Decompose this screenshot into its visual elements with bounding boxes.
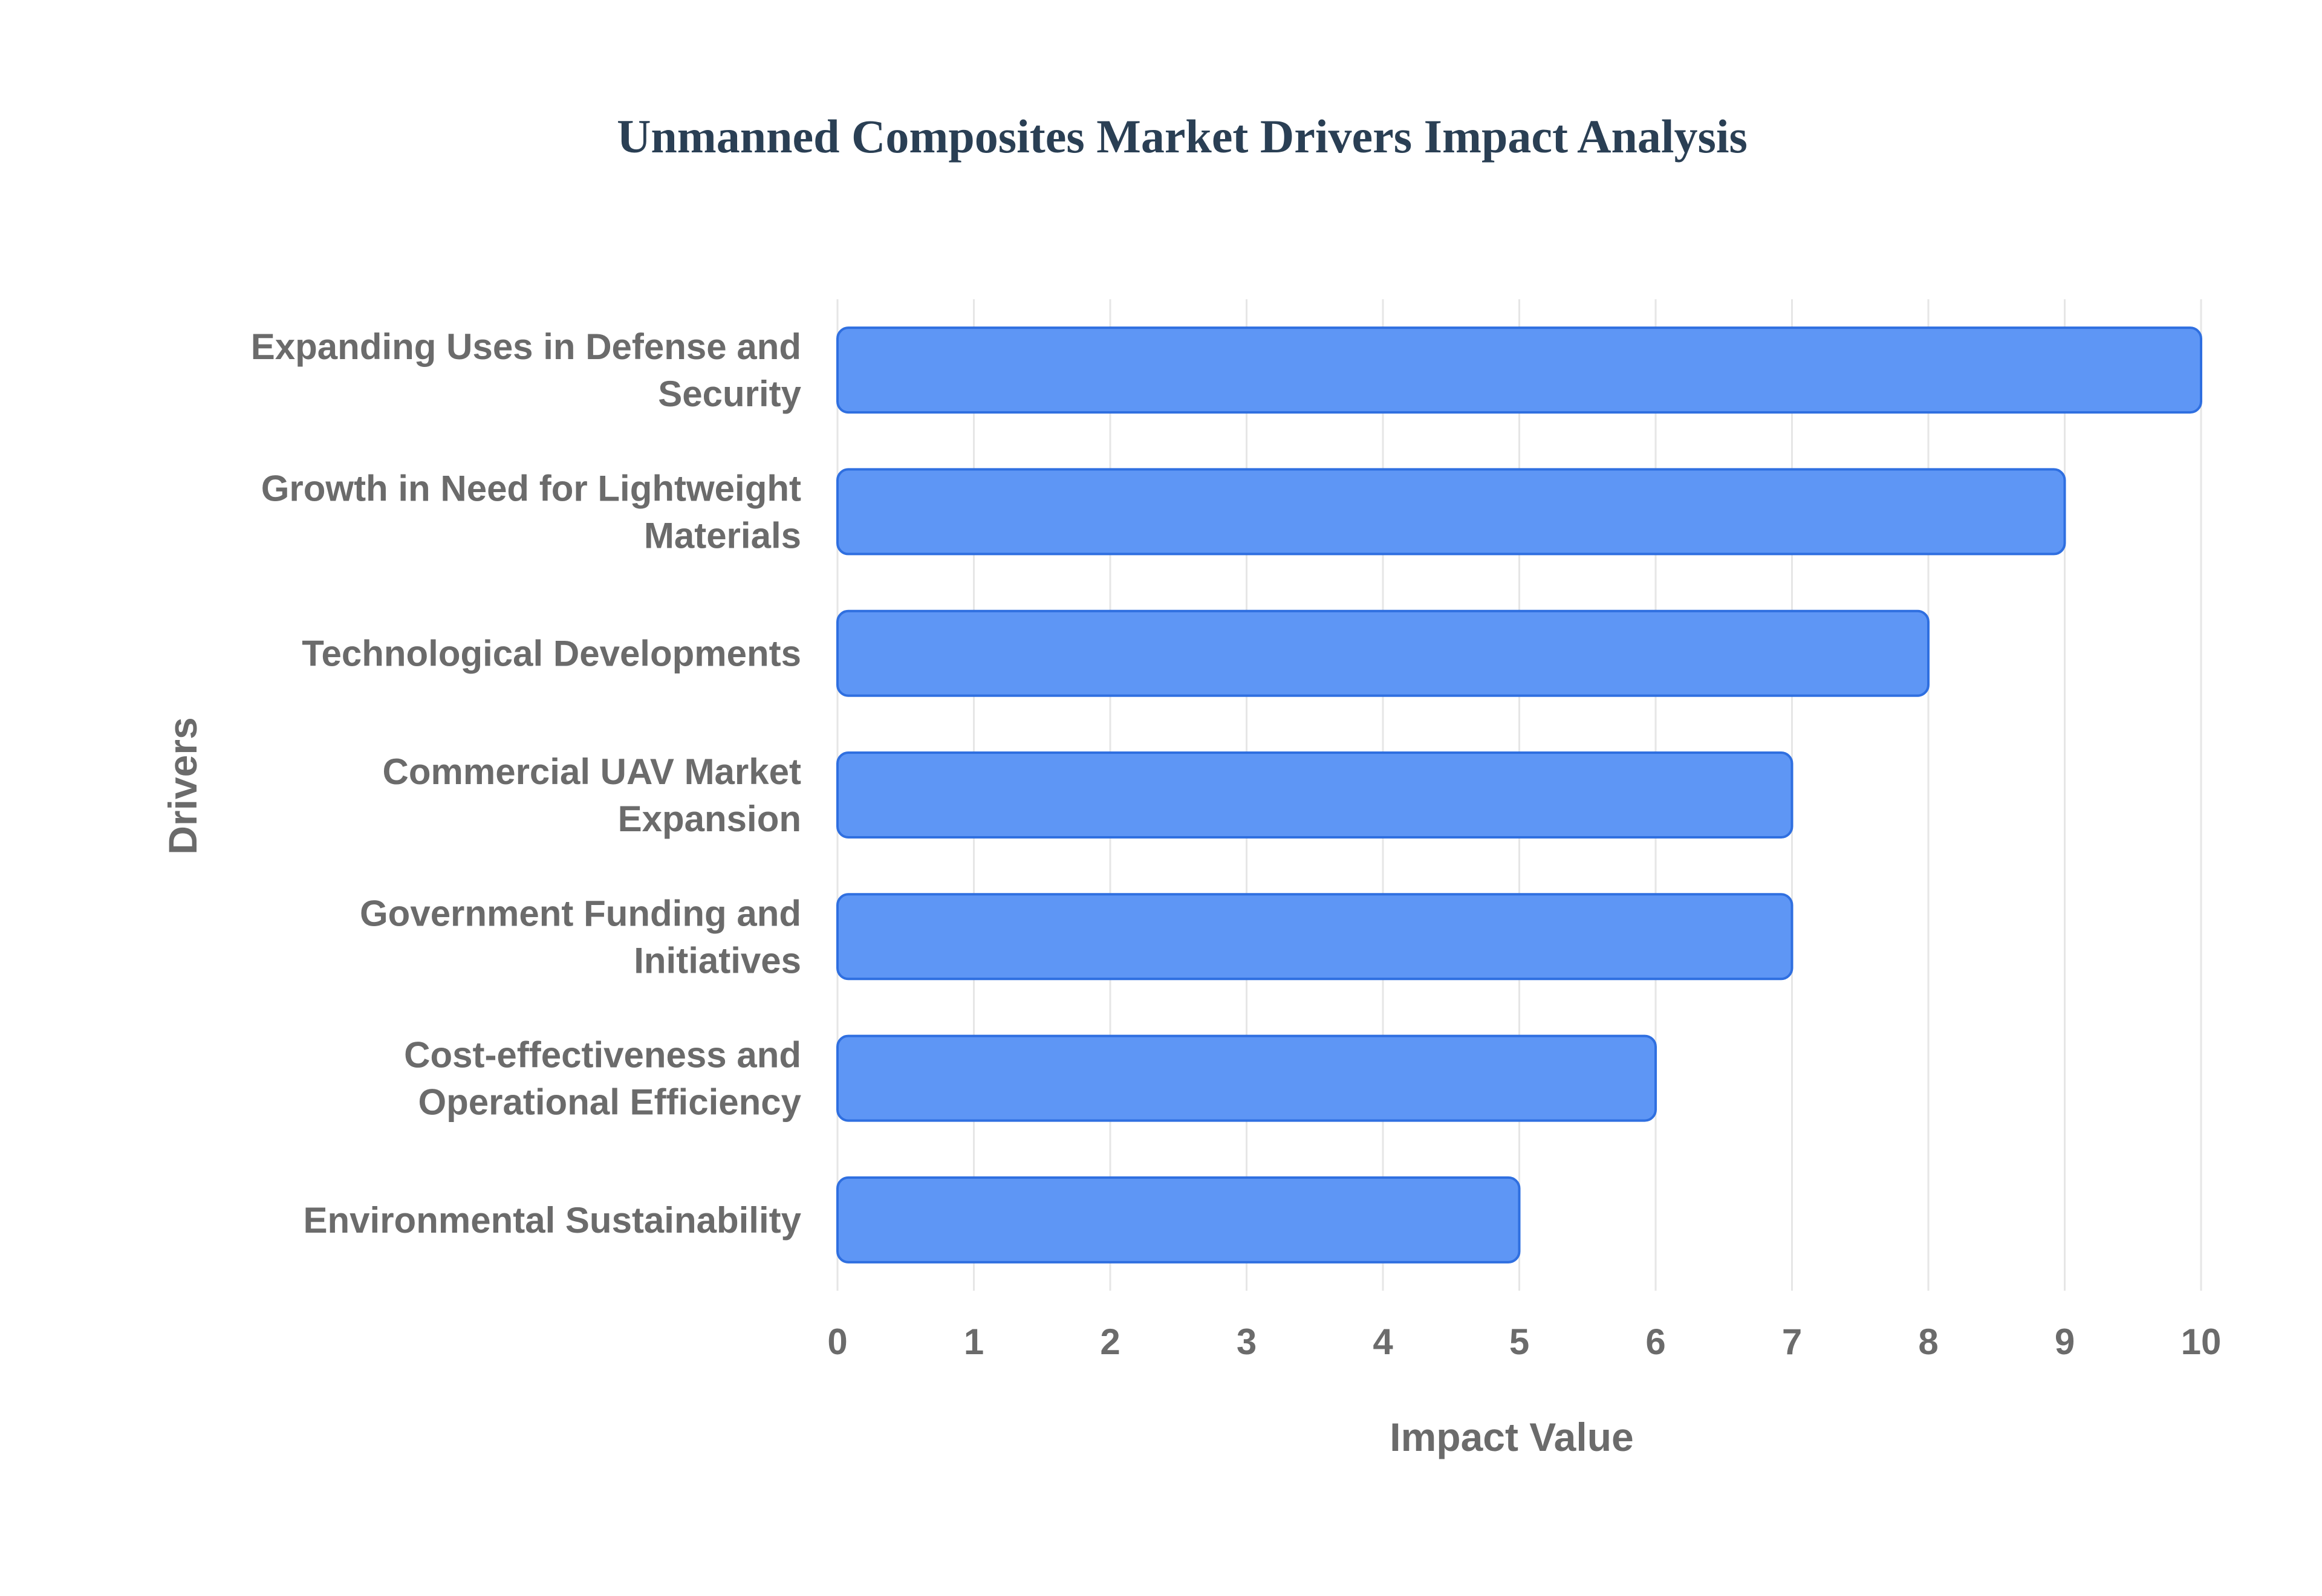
- bar-5: [836, 1034, 1657, 1122]
- category-label-line: Initiatives: [634, 940, 801, 981]
- category-label: Expanding Uses in Defense and Security: [251, 326, 802, 414]
- bar-3: [836, 751, 1794, 839]
- category-label-line: Government Funding and: [360, 893, 801, 933]
- x-axis-title: Impact Value: [1390, 1415, 1634, 1459]
- x-tick-label: 3: [1237, 1322, 1257, 1362]
- category-label-line: Security: [658, 374, 801, 414]
- bar-1: [836, 468, 2066, 556]
- x-tick-label: 5: [1509, 1322, 1529, 1362]
- category-label-line: Environmental Sustainability: [303, 1200, 801, 1241]
- x-tick-label: 9: [2055, 1322, 2075, 1362]
- x-tick-label: 1: [964, 1322, 984, 1362]
- category-label: Commercial UAV Market Expansion: [383, 751, 801, 839]
- category-label: Environmental Sustainability: [303, 1200, 801, 1241]
- category-label: Cost-effectiveness and Operational Effici…: [404, 1035, 802, 1123]
- y-axis-title: Drivers: [160, 717, 205, 855]
- bar-0: [836, 326, 2202, 414]
- category-label-line: Growth in Need for Lightweight: [261, 468, 801, 508]
- category-label-line: Expansion: [618, 799, 801, 839]
- bar-4: [836, 893, 1794, 981]
- category-label-line: Commercial UAV Market: [383, 751, 801, 792]
- x-tick-label: 4: [1373, 1322, 1393, 1362]
- category-label: Technological Developments: [302, 634, 801, 674]
- x-tick-label: 10: [2181, 1322, 2222, 1362]
- x-tick-label: 0: [827, 1322, 847, 1362]
- category-labels: Expanding Uses in Defense and Security Gro…: [251, 326, 802, 1241]
- category-label-line: Expanding Uses in Defense and: [251, 326, 801, 367]
- x-tick-labels: 0 1 2 3 4 5 6 7 8 9 10: [827, 1322, 2221, 1362]
- x-tick-label: 7: [1782, 1322, 1802, 1362]
- category-label-line: Technological Developments: [302, 634, 801, 674]
- chart-title: Unmanned Composites Market Drivers Impac…: [617, 110, 1748, 163]
- category-label: Government Funding and Initiatives: [360, 893, 801, 981]
- bar-2: [836, 609, 1930, 697]
- x-tick-label: 6: [1645, 1322, 1665, 1362]
- category-label-line: Cost-effectiveness and: [404, 1035, 801, 1075]
- bar-6: [836, 1176, 1521, 1264]
- x-tick-label: 8: [1918, 1322, 1938, 1362]
- category-label-line: Materials: [644, 515, 801, 556]
- bars: [836, 326, 2202, 1264]
- category-label-line: Operational Efficiency: [418, 1082, 801, 1123]
- category-label: Growth in Need for Lightweight Materials: [261, 468, 801, 556]
- x-tick-label: 2: [1100, 1322, 1120, 1362]
